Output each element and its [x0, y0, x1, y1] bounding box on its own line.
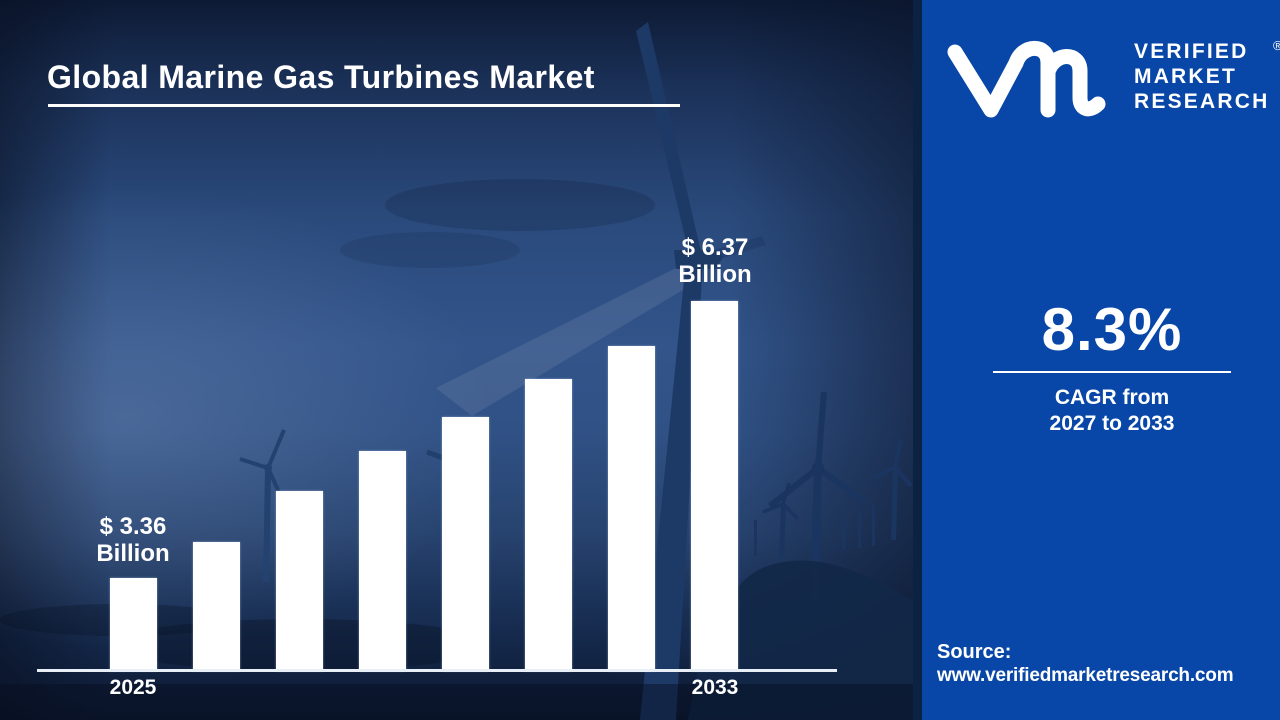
vmr-monogram-icon	[947, 41, 1106, 118]
bar	[193, 542, 240, 671]
bar	[359, 451, 406, 671]
title-underline	[48, 104, 680, 107]
brand-wordmark-line: VERIFIED	[1134, 40, 1249, 63]
large-turbine-icon	[636, 22, 766, 720]
bar	[276, 491, 323, 671]
bar	[691, 301, 738, 671]
cagr-caption-line2: 2027 to 2033	[1049, 412, 1175, 435]
x-tick-2025: 2025	[109, 676, 157, 699]
x-axis-line	[37, 669, 837, 672]
brand-wordmark: VERIFIED MARKET RESEARCH	[1134, 39, 1269, 114]
cagr-value: 8.3%	[1041, 296, 1183, 363]
brand-logo: VERIFIED MARKET RESEARCH ®	[943, 30, 1280, 122]
brand-wordmark-line: RESEARCH	[1134, 90, 1270, 113]
bar	[608, 346, 655, 671]
source-url: www.verifiedmarketresearch.com	[937, 665, 1234, 686]
first-bar-value-label: $ 3.36 Billion	[96, 513, 170, 567]
x-tick-2033: 2033	[691, 676, 739, 699]
panel-divider	[913, 0, 922, 720]
stat-rule	[993, 371, 1231, 373]
page-title: Global Marine Gas Turbines Market	[47, 59, 595, 96]
source-label: Source:	[937, 641, 1012, 663]
registered-trademark-icon: ®	[1273, 38, 1280, 53]
brand-wordmark-line: MARKET	[1134, 65, 1238, 88]
wind-turbines-silhouette	[239, 22, 913, 720]
bar	[525, 379, 572, 671]
hill-turbines-icon	[754, 391, 913, 600]
bar	[442, 417, 489, 671]
last-bar-value-label: $ 6.37 Billion	[678, 234, 752, 288]
source-attribution: Source: www.verifiedmarketresearch.com	[937, 641, 1277, 687]
cagr-stat: 8.3% CAGR from 2027 to 2033	[952, 298, 1272, 437]
cagr-caption-line1: CAGR from	[1054, 386, 1170, 409]
small-turbine-icon	[239, 429, 286, 582]
brand-panel: VERIFIED MARKET RESEARCH ® 8.3% CAGR fro…	[922, 0, 1280, 720]
bar	[110, 578, 157, 671]
